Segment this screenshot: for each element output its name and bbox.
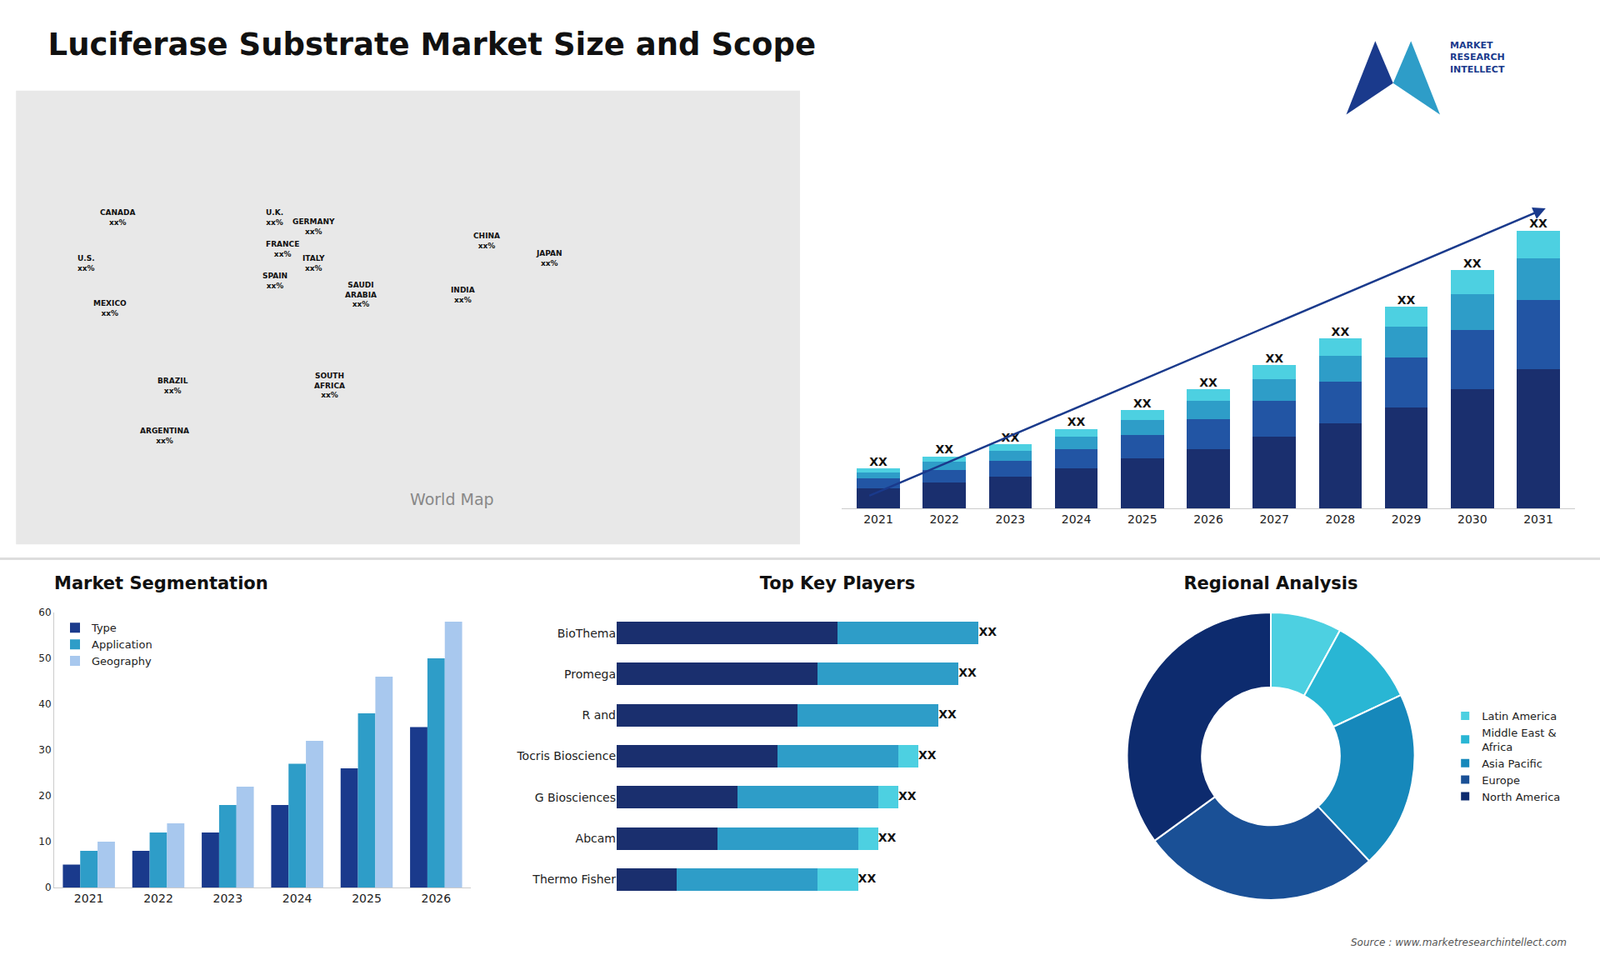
svg-text:Luciferase Substrate Market Si: Luciferase Substrate Market Size and Sco… bbox=[48, 26, 816, 63]
svg-text:BioThema: BioThema bbox=[557, 626, 616, 640]
svg-text:G Biosciences: G Biosciences bbox=[535, 790, 616, 805]
svg-text:North America: North America bbox=[1481, 790, 1560, 804]
svg-text:Source : www.marketresearchint: Source : www.marketresearchintellect.com bbox=[1350, 936, 1567, 949]
svg-text:XX: XX bbox=[878, 830, 897, 845]
svg-text:2022: 2022 bbox=[143, 891, 174, 905]
svg-text:2026: 2026 bbox=[421, 891, 452, 905]
svg-text:U.K.xx%: U.K.xx% bbox=[265, 208, 284, 227]
svg-text:2030: 2030 bbox=[1457, 512, 1488, 526]
svg-text:2024: 2024 bbox=[282, 891, 313, 905]
svg-text:XX: XX bbox=[935, 442, 954, 456]
svg-text:ARGENTINAxx%: ARGENTINAxx% bbox=[140, 426, 190, 445]
svg-text:2028: 2028 bbox=[1325, 512, 1356, 526]
svg-text:2026: 2026 bbox=[1193, 512, 1224, 526]
svg-text:20: 20 bbox=[38, 790, 51, 802]
svg-text:XX: XX bbox=[1199, 375, 1218, 390]
svg-text:XX: XX bbox=[1463, 256, 1482, 270]
svg-text:XX: XX bbox=[898, 789, 917, 803]
svg-text:GERMANYxx%: GERMANYxx% bbox=[292, 217, 335, 236]
svg-text:Asia Pacific: Asia Pacific bbox=[1481, 757, 1543, 770]
svg-text:XX: XX bbox=[1067, 415, 1086, 429]
svg-text:SOUTHAFRICAxx%: SOUTHAFRICAxx% bbox=[314, 371, 345, 400]
svg-text:30: 30 bbox=[38, 744, 51, 756]
svg-text:Regional Analysis: Regional Analysis bbox=[1183, 573, 1358, 594]
svg-text:XX: XX bbox=[918, 748, 937, 762]
svg-text:Tocris Bioscience: Tocris Bioscience bbox=[515, 749, 616, 763]
svg-text:2024: 2024 bbox=[1061, 512, 1092, 526]
svg-text:R and: R and bbox=[581, 708, 616, 722]
svg-text:SAUDIARABIAxx%: SAUDIARABIAxx% bbox=[345, 280, 377, 309]
svg-text:Type: Type bbox=[90, 621, 117, 635]
svg-text:XX: XX bbox=[1133, 396, 1152, 410]
svg-text:2029: 2029 bbox=[1391, 512, 1422, 526]
svg-text:CANADAxx%: CANADAxx% bbox=[100, 208, 136, 227]
svg-text:XX: XX bbox=[938, 707, 957, 721]
svg-text:2023: 2023 bbox=[995, 512, 1026, 526]
svg-text:FRANCExx%: FRANCExx% bbox=[265, 240, 300, 259]
svg-text:40: 40 bbox=[38, 698, 51, 710]
svg-text:2025: 2025 bbox=[351, 891, 382, 905]
svg-text:50: 50 bbox=[38, 652, 51, 665]
svg-text:XX: XX bbox=[1331, 325, 1350, 339]
svg-text:2021: 2021 bbox=[863, 512, 894, 526]
svg-text:SPAINxx%: SPAINxx% bbox=[262, 271, 288, 290]
svg-text:Top Key Players: Top Key Players bbox=[760, 573, 915, 594]
svg-text:Application: Application bbox=[91, 638, 153, 651]
svg-text:0: 0 bbox=[45, 881, 52, 894]
svg-text:XX: XX bbox=[869, 455, 888, 469]
svg-text:2027: 2027 bbox=[1259, 512, 1290, 526]
svg-text:MEXICOxx%: MEXICOxx% bbox=[93, 299, 127, 318]
svg-text:MARKETRESEARCHINTELLECT: MARKETRESEARCHINTELLECT bbox=[1450, 40, 1505, 75]
svg-text:10: 10 bbox=[38, 835, 51, 848]
svg-text:Geography: Geography bbox=[91, 655, 152, 668]
svg-text:XX: XX bbox=[978, 625, 997, 639]
svg-text:Market Segmentation: Market Segmentation bbox=[54, 573, 269, 594]
svg-text:CHINAxx%: CHINAxx% bbox=[473, 231, 500, 250]
svg-text:XX: XX bbox=[1397, 293, 1416, 307]
svg-text:World Map: World Map bbox=[410, 490, 495, 509]
svg-text:2023: 2023 bbox=[213, 891, 244, 905]
svg-text:ITALYxx%: ITALYxx% bbox=[302, 254, 325, 273]
svg-text:60: 60 bbox=[38, 606, 51, 619]
svg-text:Abcam: Abcam bbox=[575, 831, 616, 845]
svg-text:2021: 2021 bbox=[74, 891, 105, 905]
svg-text:INDIAxx%: INDIAxx% bbox=[450, 285, 475, 305]
svg-text:XX: XX bbox=[1001, 430, 1020, 445]
svg-text:XX: XX bbox=[1529, 216, 1548, 230]
svg-text:Promega: Promega bbox=[564, 667, 616, 681]
svg-text:Middle East &Africa: Middle East &Africa bbox=[1481, 726, 1556, 754]
svg-text:Latin America: Latin America bbox=[1481, 710, 1557, 723]
svg-text:Europe: Europe bbox=[1481, 774, 1520, 787]
svg-text:XX: XX bbox=[858, 871, 877, 885]
svg-text:2025: 2025 bbox=[1127, 512, 1158, 526]
svg-text:BRAZILxx%: BRAZILxx% bbox=[157, 376, 189, 395]
svg-text:U.S.xx%: U.S.xx% bbox=[77, 254, 95, 273]
svg-text:JAPANxx%: JAPANxx% bbox=[535, 249, 563, 268]
svg-text:2022: 2022 bbox=[929, 512, 960, 526]
svg-text:XX: XX bbox=[1265, 351, 1284, 365]
svg-text:2031: 2031 bbox=[1523, 512, 1554, 526]
svg-text:XX: XX bbox=[958, 665, 977, 680]
svg-text:Thermo Fisher: Thermo Fisher bbox=[531, 872, 616, 886]
